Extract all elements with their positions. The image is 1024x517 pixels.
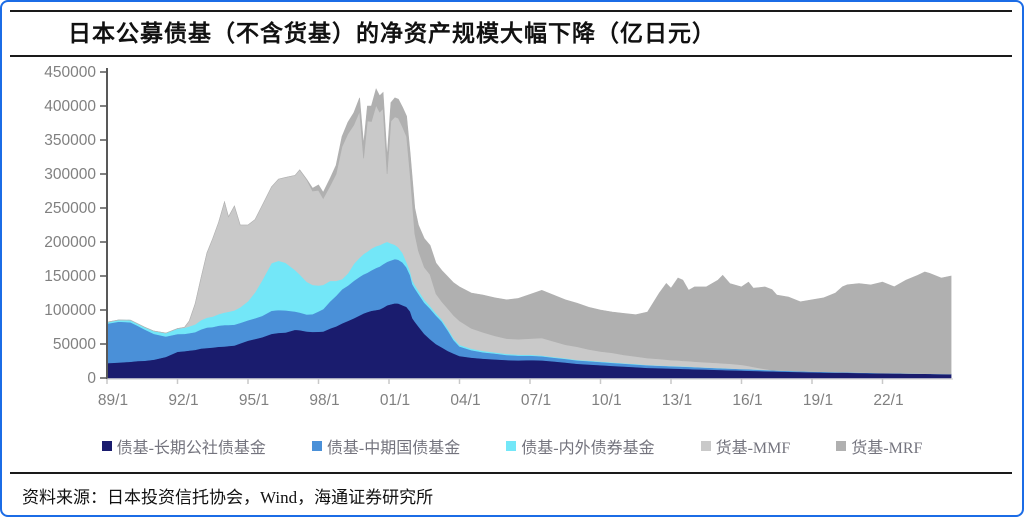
title-rule-bottom <box>10 55 1012 57</box>
legend-swatch <box>700 441 711 451</box>
legend-item-4: 货基-MMF <box>700 434 791 458</box>
x-tick-label: 92/1 <box>168 392 198 409</box>
legend-label: 债基-中期国债基金 <box>326 440 461 457</box>
legend-label: 货基-MRF <box>851 440 923 457</box>
legend-label: 债基-长期公社债基金 <box>116 440 266 457</box>
y-tick-label: 450000 <box>44 64 96 81</box>
y-tick-label: 50000 <box>53 336 96 353</box>
legend-item-1: 债基-长期公社债基金 <box>101 434 266 458</box>
title-rule-top <box>10 10 1012 12</box>
y-tick-label: 250000 <box>44 200 96 217</box>
legend-label: 债基-内外债券基金 <box>521 440 655 457</box>
y-tick-label: 300000 <box>44 166 96 183</box>
x-tick-label: 95/1 <box>239 392 269 409</box>
legend-swatch <box>311 441 322 451</box>
x-tick-label: 13/1 <box>662 392 692 409</box>
y-tick-label: 350000 <box>44 132 96 149</box>
x-tick-label: 01/1 <box>380 392 410 409</box>
y-tick-label: 150000 <box>44 268 96 285</box>
x-tick-label: 22/1 <box>873 392 903 409</box>
y-tick-label: 400000 <box>44 98 96 115</box>
y-tick-label: 200000 <box>44 234 96 251</box>
axes-group <box>100 68 953 384</box>
y-tick-label: 0 <box>87 370 96 387</box>
y-tick-label: 100000 <box>44 302 96 319</box>
legend-item-5: 货基-MRF <box>836 434 922 458</box>
chart-legend: 债基-长期公社债基金 债基-中期国债基金 债基-内外债券基金 货基-MMF 货基-MRF <box>2 434 1022 458</box>
x-tick-label: 89/1 <box>98 392 128 409</box>
page-title: 日本公募债基（不含货基）的净资产规模大幅下降（亿日元） <box>68 21 716 46</box>
x-tick-label: 10/1 <box>591 392 621 409</box>
legend-item-2: 债基-中期国债基金 <box>311 434 461 458</box>
x-tick-label: 98/1 <box>309 392 339 409</box>
legend-swatch <box>101 441 112 451</box>
x-tick-label: 16/1 <box>732 392 762 409</box>
legend-label: 货基-MMF <box>715 440 791 457</box>
legend-swatch <box>836 441 847 451</box>
source-rule <box>10 472 1012 474</box>
tick-labels-group: 0 50000 100000 150000 200000 250000 300000 3500… <box>44 64 903 409</box>
area-series-5 <box>106 88 952 375</box>
legend-item-3: 债基-内外债券基金 <box>506 434 655 458</box>
x-tick-label: 04/1 <box>450 392 480 409</box>
x-tick-label: 07/1 <box>521 392 551 409</box>
x-tick-label: 19/1 <box>803 392 833 409</box>
source-line: 资料来源：日本投资信托协会，Wind，海通证券研究所 <box>22 488 434 507</box>
legend-swatch <box>506 441 517 451</box>
area-series-group <box>106 88 952 379</box>
